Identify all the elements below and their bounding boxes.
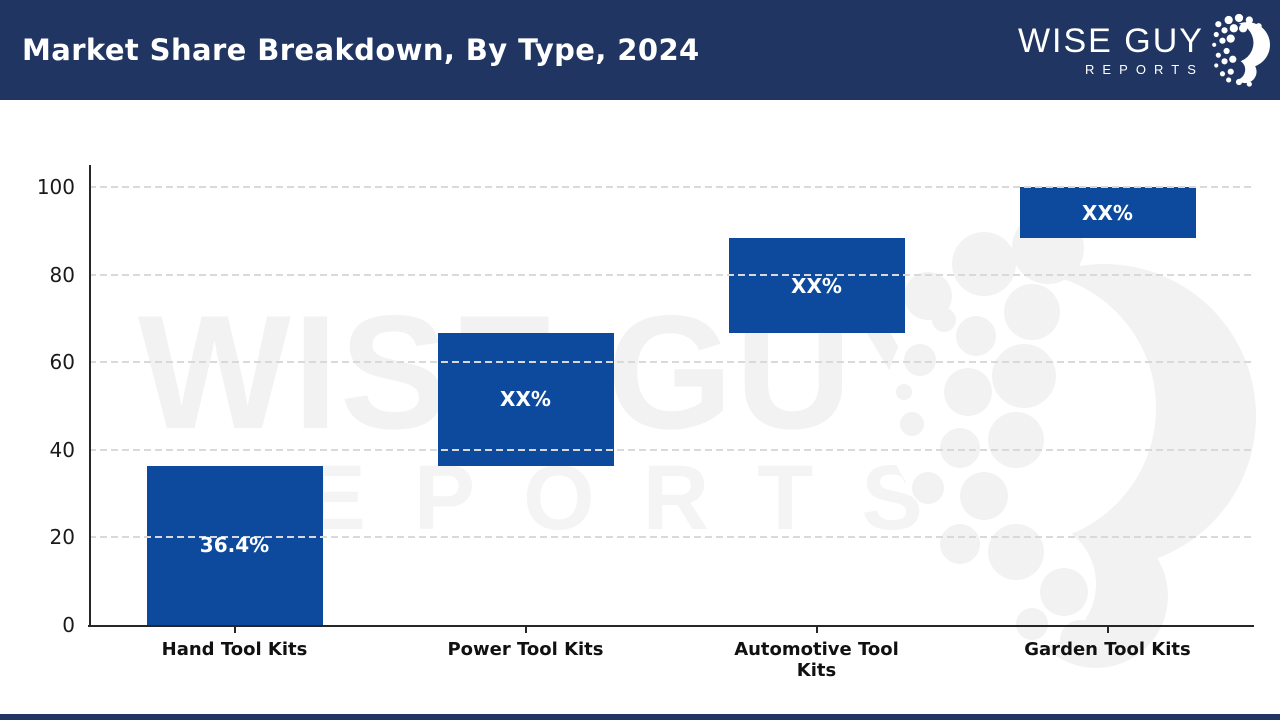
bar-value-label: XX% [1082,200,1133,225]
gridline-20 [89,536,1253,539]
brand-logo-text: WISE GUY REPORTS [1018,24,1204,77]
x-tick-mark [815,625,818,633]
y-tick-label: 60 [49,350,75,375]
brand-subtitle: REPORTS [1084,61,1204,77]
bar-power-tool-kits [437,333,614,466]
y-tick-label: 20 [49,525,75,550]
bar-hand-tool-kits [146,465,323,625]
brand-logo: WISE GUY REPORTS [1018,9,1280,91]
page-title: Market Share Breakdown, By Type, 2024 [22,33,700,67]
bar-value-label: XX% [500,387,551,412]
y-tick-label: 80 [49,262,75,287]
x-axis-line [88,625,1254,627]
x-category-label: Power Tool Kits [447,639,604,660]
footer-bar [0,714,1280,720]
y-tick-label: 0 [62,613,75,637]
x-tick-mark [233,625,236,633]
gridline-80 [89,273,1253,276]
chart-area: WISE GUY REPORTS 0 20 40 60 80 100 36.4% Hand T… [0,100,1280,714]
bar-value-label: 36.4% [199,533,270,558]
brand-name: WISE GUY [1017,21,1204,60]
gridline-40 [89,448,1253,451]
bar-automotive-tool-kits [728,238,905,334]
y-tick-label: 40 [49,437,75,462]
x-tick-mark [1106,625,1109,633]
gridline-60 [89,361,1253,364]
x-tick-mark [524,625,527,633]
header-bar: Market Share Breakdown, By Type, 2024 WI… [0,0,1280,100]
watermark-face-graphic [884,215,1256,668]
x-category-label: Hand Tool Kits [161,639,308,660]
x-category-label: Garden Tool Kits [1024,639,1191,660]
y-axis-line [89,165,91,627]
bar-value-label: XX% [791,273,842,298]
wiseguy-face-icon [1212,13,1270,87]
x-category-label: Automotive Tool Kits [734,639,899,681]
y-tick-label: 100 [36,175,75,199]
bar-garden-tool-kits [1019,187,1196,239]
gridline-100 [89,186,1253,188]
